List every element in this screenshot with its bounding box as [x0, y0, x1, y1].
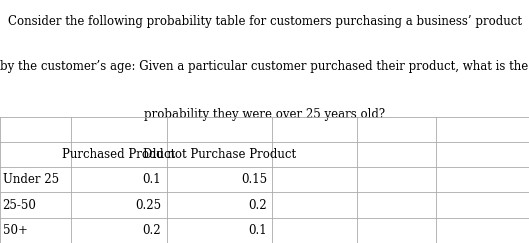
- Text: Under 25: Under 25: [3, 173, 59, 186]
- Text: Did not Purchase Product: Did not Purchase Product: [143, 148, 296, 161]
- Text: 0.1: 0.1: [249, 224, 267, 237]
- Text: Purchased Product: Purchased Product: [62, 148, 176, 161]
- Text: probability they were over 25 years old?: probability they were over 25 years old?: [144, 108, 385, 121]
- Text: 0.2: 0.2: [143, 224, 161, 237]
- Text: 0.2: 0.2: [249, 199, 267, 212]
- Text: 0.15: 0.15: [241, 173, 267, 186]
- Text: 50+: 50+: [3, 224, 28, 237]
- Text: Consider the following probability table for customers purchasing a business’ pr: Consider the following probability table…: [7, 15, 522, 28]
- Text: 0.1: 0.1: [143, 173, 161, 186]
- Text: 0.25: 0.25: [135, 199, 161, 212]
- Text: 25-50: 25-50: [3, 199, 37, 212]
- Text: by the customer’s age: Given a particular customer purchased their product, what: by the customer’s age: Given a particula…: [1, 60, 528, 73]
